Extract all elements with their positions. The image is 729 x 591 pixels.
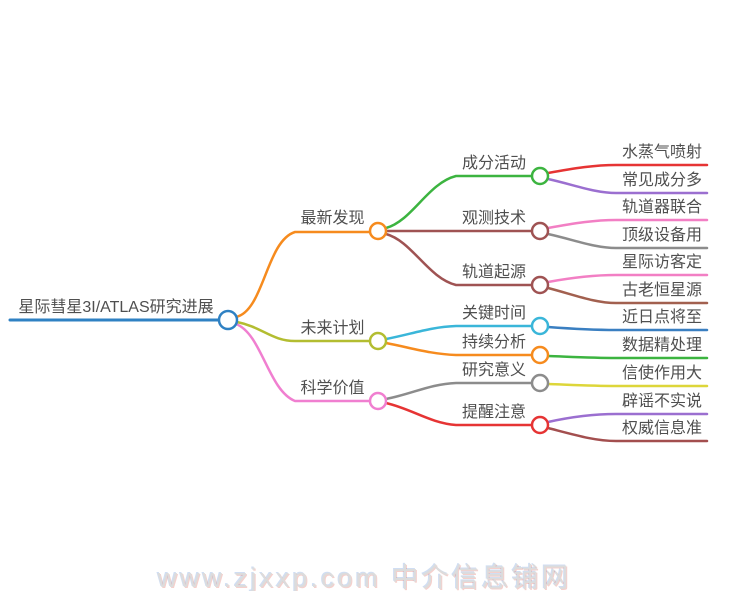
leaf-label-interstellar-visitor[interactable]: 星际访客定 bbox=[621, 254, 702, 271]
connector-root-to-scientific-value bbox=[234, 322, 372, 403]
connector-to-water-vapor-jet bbox=[546, 163, 709, 175]
connector-to-reminder bbox=[384, 401, 534, 427]
leaf-label-water-vapor-jet[interactable]: 水蒸气喷射 bbox=[621, 144, 702, 161]
connector-root-to-latest-findings bbox=[234, 230, 372, 319]
branch-label-latest-findings[interactable]: 最新发现 bbox=[300, 210, 365, 227]
node-label-reminder[interactable]: 提醒注意 bbox=[461, 404, 526, 421]
leaf-label-ancient-star-origin[interactable]: 古老恒星源 bbox=[621, 282, 702, 299]
key-time-node-toggle[interactable] bbox=[530, 316, 550, 336]
connector-to-continuous-analysis bbox=[384, 341, 534, 357]
leaf-label-top-equipment[interactable]: 顶级设备用 bbox=[621, 227, 702, 244]
node-label-observation-tech[interactable]: 观测技术 bbox=[461, 210, 526, 227]
connector-to-composition-activity bbox=[384, 174, 534, 230]
scientific-value-node-toggle[interactable] bbox=[368, 391, 388, 411]
orbit-origin-node-toggle[interactable] bbox=[530, 275, 550, 295]
branch-label-scientific-value[interactable]: 科学价值 bbox=[300, 380, 365, 397]
observation-tech-node-toggle[interactable] bbox=[530, 221, 550, 241]
node-label-research-significance[interactable]: 研究意义 bbox=[461, 362, 526, 379]
connector-to-top-equipment bbox=[546, 232, 709, 250]
research-significance-node-toggle[interactable] bbox=[530, 373, 550, 393]
connector-to-orbiter-joint bbox=[546, 218, 709, 230]
connector-to-perihelion-coming bbox=[546, 325, 709, 332]
connector-to-ancient-star-origin bbox=[546, 286, 709, 305]
leaf-label-debunk-rumors[interactable]: 辟谣不实说 bbox=[621, 393, 702, 410]
future-plans-node-toggle[interactable] bbox=[368, 331, 388, 351]
connector-to-common-components bbox=[546, 177, 709, 195]
connector-root-to-future-plans bbox=[235, 320, 372, 343]
composition-activity-node-toggle[interactable] bbox=[530, 166, 550, 186]
node-label-composition-activity[interactable]: 成分活动 bbox=[461, 155, 526, 172]
connector-to-orbit-origin bbox=[384, 232, 534, 287]
connector-to-debunk-rumors bbox=[546, 412, 709, 424]
leaf-label-data-processing[interactable]: 数据精处理 bbox=[621, 337, 702, 354]
root-node-toggle[interactable] bbox=[217, 309, 239, 331]
connector-to-interstellar-visitor bbox=[546, 273, 709, 284]
connector-to-data-processing bbox=[546, 354, 709, 360]
latest-findings-node-toggle[interactable] bbox=[368, 221, 388, 241]
leaf-label-messenger-role[interactable]: 信使作用大 bbox=[621, 365, 702, 382]
node-label-key-time[interactable]: 关键时间 bbox=[461, 305, 526, 322]
node-label-continuous-analysis[interactable]: 持续分析 bbox=[461, 334, 526, 351]
leaf-label-perihelion-coming[interactable]: 近日点将至 bbox=[621, 309, 702, 326]
connector-to-research-significance bbox=[384, 381, 534, 401]
branch-label-future-plans[interactable]: 未来计划 bbox=[300, 320, 365, 337]
leaf-label-orbiter-joint[interactable]: 轨道器联合 bbox=[621, 199, 702, 216]
leaf-label-common-components[interactable]: 常见成分多 bbox=[621, 172, 702, 189]
connector-to-messenger-role bbox=[546, 382, 709, 388]
reminder-node-toggle[interactable] bbox=[530, 415, 550, 435]
connector-to-key-time bbox=[384, 324, 534, 341]
watermark: www.zjxxp.com 中介信息铺网 bbox=[157, 563, 572, 591]
root-node-label[interactable]: 星际彗星3I/ATLAS研究进展 bbox=[18, 299, 214, 316]
node-label-orbit-origin[interactable]: 轨道起源 bbox=[461, 264, 526, 281]
continuous-analysis-node-toggle[interactable] bbox=[530, 345, 550, 365]
leaf-label-authoritative-info[interactable]: 权威信息准 bbox=[621, 420, 702, 437]
connector-to-authoritative-info bbox=[546, 426, 709, 443]
